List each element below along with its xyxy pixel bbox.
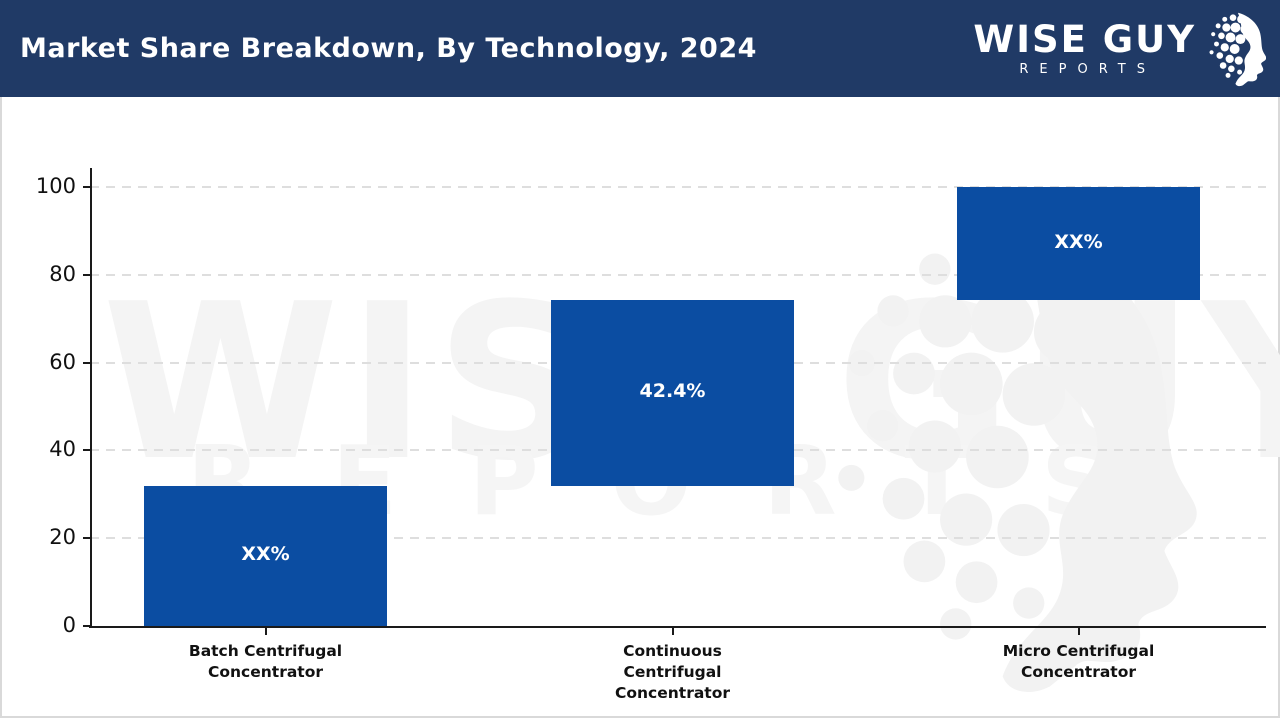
y-axis-tick [83,537,90,540]
y-tick-label: 0 [62,613,76,637]
plot-area: 0 20 40 60 80 100 XX% Batch Centrifugal Concentr… [2,97,1278,716]
wise-guy-reports-logo: WISE GUY REPORTS [973,9,1280,89]
x-category-label-line: Micro Centrifugal [1002,642,1155,660]
y-tick-label: 100 [35,174,76,198]
x-category-label-line: Continuous [623,642,722,660]
y-tick-label: 60 [49,349,76,374]
y-axis-tick [83,625,90,627]
x-category-label: Continuous Centrifugal Concentrator [513,641,833,704]
y-axis-tick [83,186,90,188]
x-category-label: Batch Centrifugal Concentrator [106,641,426,683]
y-axis-tick [83,361,90,364]
logo-text: WISE GUY REPORTS [973,21,1196,77]
x-axis-tick [671,628,674,635]
y-tick-label: 20 [49,525,76,550]
y-axis-tick [83,449,90,452]
gridline [90,186,1266,188]
x-category-label-line: Batch Centrifugal [188,642,343,660]
logo-wordmark: WISE GUY [973,17,1196,61]
x-axis-line [89,626,1266,628]
bar [551,300,794,487]
y-tick-label: 80 [49,261,76,286]
dotted-face-icon [1209,12,1266,86]
bar-value-label: XX% [241,543,290,566]
x-category-label-line: Concentrator [1020,663,1136,681]
bar [144,486,387,626]
x-category-label-line: Concentrator [207,663,323,681]
page-title: Market Share Breakdown, By Technology, 2… [20,33,757,64]
bar-value-label: XX% [1054,230,1103,253]
logo-subtitle: REPORTS [1019,61,1156,77]
x-axis-tick [264,628,267,635]
gridline [90,273,1266,276]
x-category-label-line: Concentrator [614,684,730,702]
bar [957,187,1200,301]
bar-value-label: 42.4% [639,380,706,403]
y-tick-label: 40 [49,437,76,462]
x-axis-tick [1077,628,1080,635]
header-bar: Market Share Breakdown, By Technology, 2… [0,0,1280,97]
y-axis-tick [83,273,90,276]
gridline [90,537,1266,540]
x-category-label: Micro Centrifugal Concentrator [919,641,1239,683]
y-axis-line [90,168,92,628]
x-category-label-line: Centrifugal [623,663,722,681]
